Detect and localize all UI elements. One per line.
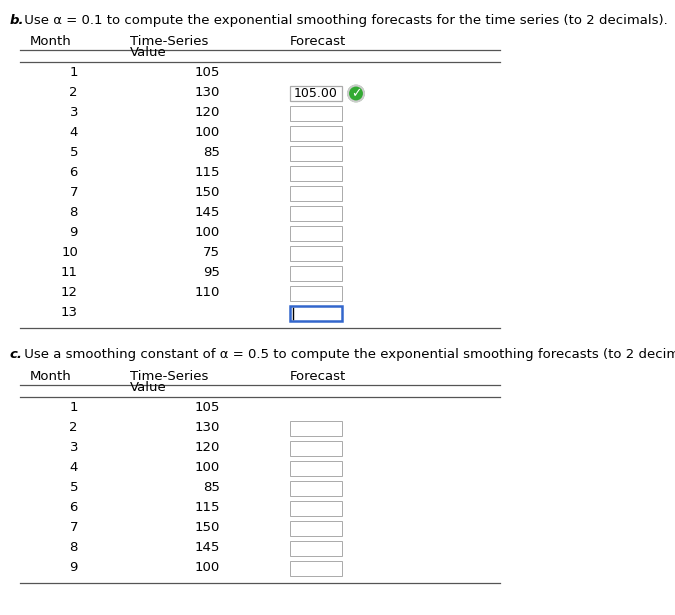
Text: 85: 85 [203,481,220,494]
Text: 100: 100 [195,226,220,239]
Bar [290,106,342,121]
Bar [290,206,342,221]
Bar [290,441,342,456]
Text: 12: 12 [61,286,78,299]
Bar [290,501,342,516]
Text: 3: 3 [70,441,78,454]
Text: Use α = 0.1 to compute the exponential smoothing forecasts for the time series (: Use α = 0.1 to compute the exponential s… [20,14,668,27]
Text: 105: 105 [194,66,220,79]
Text: 10: 10 [61,246,78,259]
Text: Forecast: Forecast [290,370,346,383]
Text: 115: 115 [194,166,220,179]
Text: ✓: ✓ [351,87,361,100]
Bar [290,126,342,141]
Text: 145: 145 [194,206,220,219]
Text: 145: 145 [194,541,220,554]
Bar [290,421,342,436]
Text: 75: 75 [203,246,220,259]
Text: 8: 8 [70,206,78,219]
Text: 1: 1 [70,401,78,414]
Text: 13: 13 [61,306,78,319]
Bar [290,521,342,536]
Text: Value: Value [130,381,167,394]
Text: 120: 120 [194,441,220,454]
Text: Use a smoothing constant of α = 0.5 to compute the exponential smoothing forecas: Use a smoothing constant of α = 0.5 to c… [20,348,675,361]
Text: 4: 4 [70,461,78,474]
Text: 4: 4 [70,126,78,139]
Text: 6: 6 [70,166,78,179]
Text: 5: 5 [70,481,78,494]
Bar [290,481,342,496]
Text: 3: 3 [70,106,78,119]
Text: 95: 95 [203,266,220,279]
Bar [290,226,342,241]
Bar [290,541,342,556]
Bar [290,306,342,321]
Text: Time-Series: Time-Series [130,35,209,48]
Bar [290,561,342,576]
Text: 9: 9 [70,561,78,574]
Circle shape [348,85,364,101]
Text: Value: Value [130,46,167,59]
Bar [290,186,342,201]
Bar [290,86,342,101]
Text: 7: 7 [70,186,78,199]
Bar [290,266,342,281]
Bar [290,146,342,161]
Text: 5: 5 [70,146,78,159]
Text: 100: 100 [195,561,220,574]
Text: Month: Month [30,35,72,48]
Text: 115: 115 [194,501,220,514]
Text: 100: 100 [195,126,220,139]
Text: 9: 9 [70,226,78,239]
Text: 105.00: 105.00 [294,87,338,100]
Text: Forecast: Forecast [290,35,346,48]
Bar [290,166,342,181]
Bar [290,286,342,301]
Text: 8: 8 [70,541,78,554]
Text: 100: 100 [195,461,220,474]
Text: 7: 7 [70,521,78,534]
Text: 105: 105 [194,401,220,414]
Text: 85: 85 [203,146,220,159]
Text: 6: 6 [70,501,78,514]
Text: 110: 110 [194,286,220,299]
Text: 2: 2 [70,421,78,434]
Text: 11: 11 [61,266,78,279]
Text: 2: 2 [70,86,78,99]
Text: b.: b. [10,14,24,27]
Text: Month: Month [30,370,72,383]
Text: 130: 130 [194,86,220,99]
Text: 150: 150 [194,186,220,199]
Text: Time-Series: Time-Series [130,370,209,383]
Bar [290,461,342,476]
Text: c.: c. [10,348,23,361]
Text: 150: 150 [194,521,220,534]
Bar [290,246,342,261]
Text: 130: 130 [194,421,220,434]
Text: 1: 1 [70,66,78,79]
Text: 120: 120 [194,106,220,119]
